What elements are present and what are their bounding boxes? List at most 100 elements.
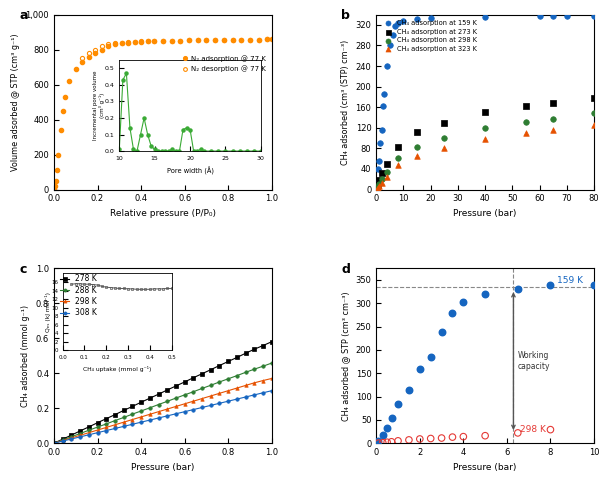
308 K — [59, 438, 67, 444]
N₂ adsorption @ 77 K — [92, 50, 99, 56]
N₂ desorption @ 77 K — [159, 38, 166, 44]
278 K — [155, 391, 162, 397]
N₂ desorption @ 77 K — [176, 38, 184, 44]
N₂ adsorption @ 77 K — [255, 37, 262, 42]
CH₄ adsorption at 298 K — [521, 118, 531, 126]
298 K — [155, 409, 162, 414]
Point — [437, 434, 446, 442]
Point — [382, 424, 392, 432]
CH₄ adsorption at 159 K — [378, 102, 388, 110]
N₂ adsorption @ 77 K — [194, 37, 202, 43]
298 K — [77, 432, 84, 438]
288 K — [172, 395, 179, 401]
CH₄ adsorption at 323 K — [412, 152, 422, 160]
308 K — [68, 436, 75, 442]
308 K — [224, 398, 232, 404]
308 K — [216, 400, 223, 406]
N₂ adsorption @ 77 K — [238, 37, 245, 43]
N₂ adsorption @ 77 K — [137, 39, 145, 45]
278 K — [129, 404, 136, 410]
N₂ adsorption @ 77 K — [52, 183, 59, 189]
N₂ desorption @ 77 K — [92, 47, 99, 53]
CH₄ adsorption at 273 K — [374, 176, 384, 184]
CH₄ adsorption at 298 K — [372, 185, 382, 193]
N₂ desorption @ 77 K — [264, 37, 271, 42]
278 K — [216, 363, 223, 369]
278 K — [233, 355, 241, 360]
Point — [415, 435, 425, 443]
288 K — [207, 382, 214, 388]
CH₄ adsorption at 323 K — [521, 129, 531, 137]
Point — [378, 431, 388, 439]
Point — [378, 439, 388, 447]
298 K — [172, 404, 179, 410]
Point — [374, 439, 383, 447]
278 K — [268, 339, 275, 345]
N₂ adsorption @ 77 K — [112, 41, 119, 47]
CH₄ adsorption at 159 K — [376, 139, 385, 147]
Text: a: a — [19, 9, 28, 22]
N₂ desorption @ 77 K — [212, 37, 219, 43]
288 K — [59, 437, 67, 443]
N₂ adsorption @ 77 K — [98, 47, 106, 53]
278 K — [77, 428, 84, 434]
N₂ desorption @ 77 K — [168, 38, 175, 44]
N₂ adsorption @ 77 K — [131, 39, 138, 45]
CH₄ adsorption at 323 K — [374, 182, 384, 190]
N₂ adsorption @ 77 K — [53, 178, 60, 184]
298 K — [129, 417, 136, 423]
Point — [458, 298, 468, 306]
Point — [448, 310, 457, 318]
Line: 288 K: 288 K — [52, 361, 274, 445]
298 K — [242, 382, 249, 388]
Point — [404, 436, 414, 444]
308 K — [129, 421, 136, 427]
N₂ adsorption @ 77 K — [185, 37, 193, 43]
N₂ desorption @ 77 K — [105, 41, 112, 47]
CH₄ adsorption at 159 K — [373, 178, 382, 186]
N₂ desorption @ 77 K — [124, 39, 131, 45]
CH₄ adsorption at 298 K — [374, 181, 384, 188]
N₂ desorption @ 77 K — [144, 38, 151, 44]
298 K — [112, 422, 119, 428]
CH₄ adsorption at 273 K — [377, 169, 386, 177]
288 K — [251, 366, 258, 372]
N₂ adsorption @ 77 K — [203, 37, 210, 43]
308 K — [155, 415, 162, 421]
298 K — [233, 385, 241, 391]
278 K — [224, 358, 232, 364]
298 K — [68, 435, 75, 441]
Text: Working
capacity: Working capacity — [518, 352, 550, 371]
N₂ adsorption @ 77 K — [264, 37, 271, 42]
308 K — [164, 413, 171, 419]
N₂ desorption @ 77 K — [194, 37, 202, 43]
N₂ adsorption @ 77 K — [247, 37, 254, 42]
Text: d: d — [341, 263, 350, 276]
CH₄ adsorption at 159 K — [377, 127, 386, 134]
308 K — [251, 392, 258, 398]
298 K — [164, 406, 171, 412]
278 K — [251, 346, 258, 352]
Point — [545, 281, 555, 288]
CH₄ adsorption at 273 K — [382, 160, 392, 168]
298 K — [50, 440, 58, 446]
278 K — [85, 424, 92, 430]
278 K — [59, 436, 67, 442]
308 K — [77, 434, 84, 440]
CH₄ adsorption at 273 K — [521, 102, 531, 110]
Point — [545, 426, 555, 433]
Point — [448, 433, 457, 441]
CH₄ adsorption at 159 K — [548, 12, 558, 20]
278 K — [120, 408, 127, 413]
N₂ desorption @ 77 K — [79, 56, 86, 61]
Line: N₂ adsorption @ 77 K: N₂ adsorption @ 77 K — [52, 37, 274, 191]
Point — [387, 438, 397, 446]
N₂ adsorption @ 77 K — [118, 40, 125, 46]
N₂ adsorption @ 77 K — [72, 66, 79, 72]
298 K — [224, 388, 232, 393]
288 K — [199, 386, 206, 392]
N₂ desorption @ 77 K — [268, 37, 275, 42]
298 K — [59, 438, 67, 444]
CH₄ adsorption at 159 K — [374, 165, 383, 173]
288 K — [129, 411, 136, 417]
